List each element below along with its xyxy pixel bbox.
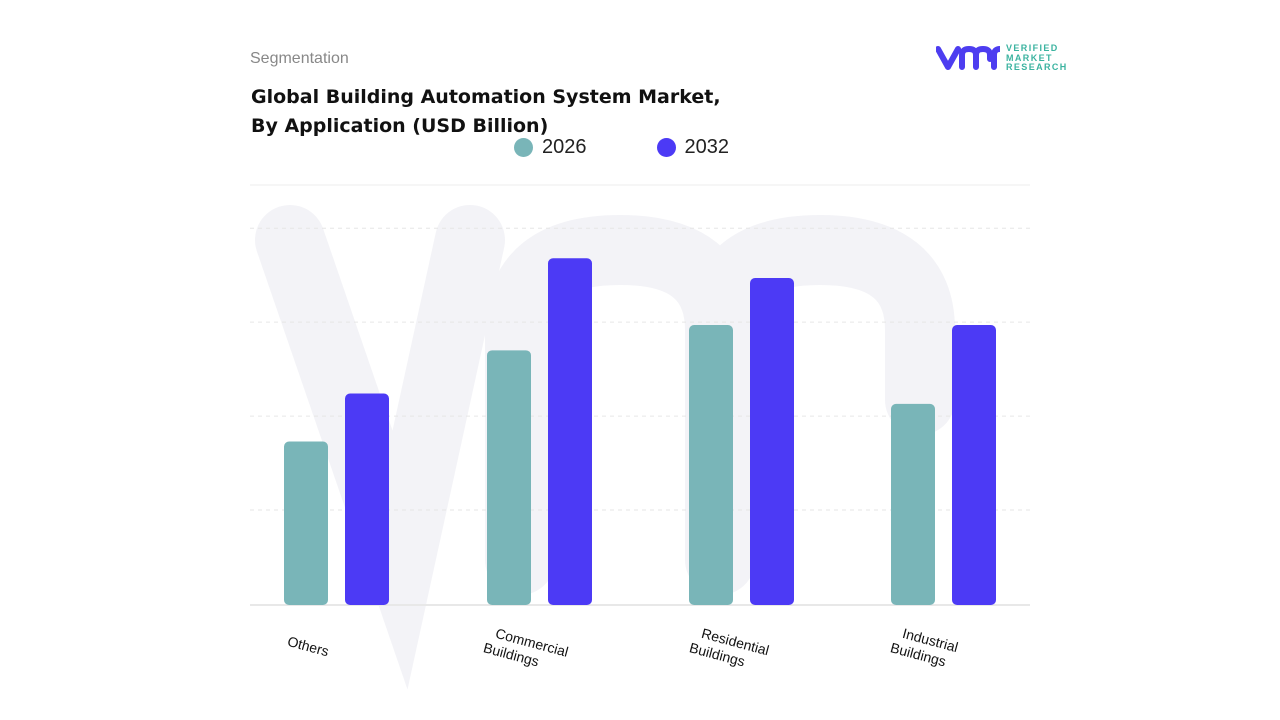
bar-residential-buildings-2026 bbox=[689, 324, 733, 605]
bar-commercial-buildings-2032 bbox=[548, 258, 592, 605]
legend-item-2026: 2026 bbox=[514, 136, 587, 159]
segmentation-label: Segmentation bbox=[250, 50, 349, 67]
title-line-1: Global Building Automation System Market… bbox=[251, 86, 721, 108]
bar-industrial-buildings-2032 bbox=[952, 324, 996, 605]
bar-others-2032 bbox=[345, 393, 389, 605]
legend: 2026 2032 bbox=[514, 136, 729, 159]
legend-item-2032: 2032 bbox=[656, 136, 730, 159]
logo-text-2: MARKET bbox=[1006, 52, 1053, 63]
bar-others-2026 bbox=[284, 441, 328, 605]
title-line-2: By Application (USD Billion) bbox=[251, 115, 549, 137]
bar-residential-buildings-2032 bbox=[750, 278, 794, 605]
legend-swatch-2032 bbox=[656, 138, 676, 157]
legend-label-2026: 2026 bbox=[542, 136, 587, 158]
vmr-logo-icon bbox=[936, 46, 1000, 71]
watermark-logo bbox=[255, 205, 955, 690]
bar-commercial-buildings-2026 bbox=[487, 350, 531, 605]
vmr-logo: VERIFIED MARKET RESEARCH bbox=[936, 43, 1068, 73]
legend-swatch-2026 bbox=[514, 138, 533, 157]
logo-text-3: RESEARCH bbox=[1006, 62, 1068, 72]
bar-industrial-buildings-2026 bbox=[891, 403, 935, 605]
legend-label-2032: 2032 bbox=[684, 136, 730, 158]
chart-title: Global Building Automation System Market… bbox=[251, 83, 721, 141]
logo-text-1: VERIFIED bbox=[1006, 43, 1059, 53]
